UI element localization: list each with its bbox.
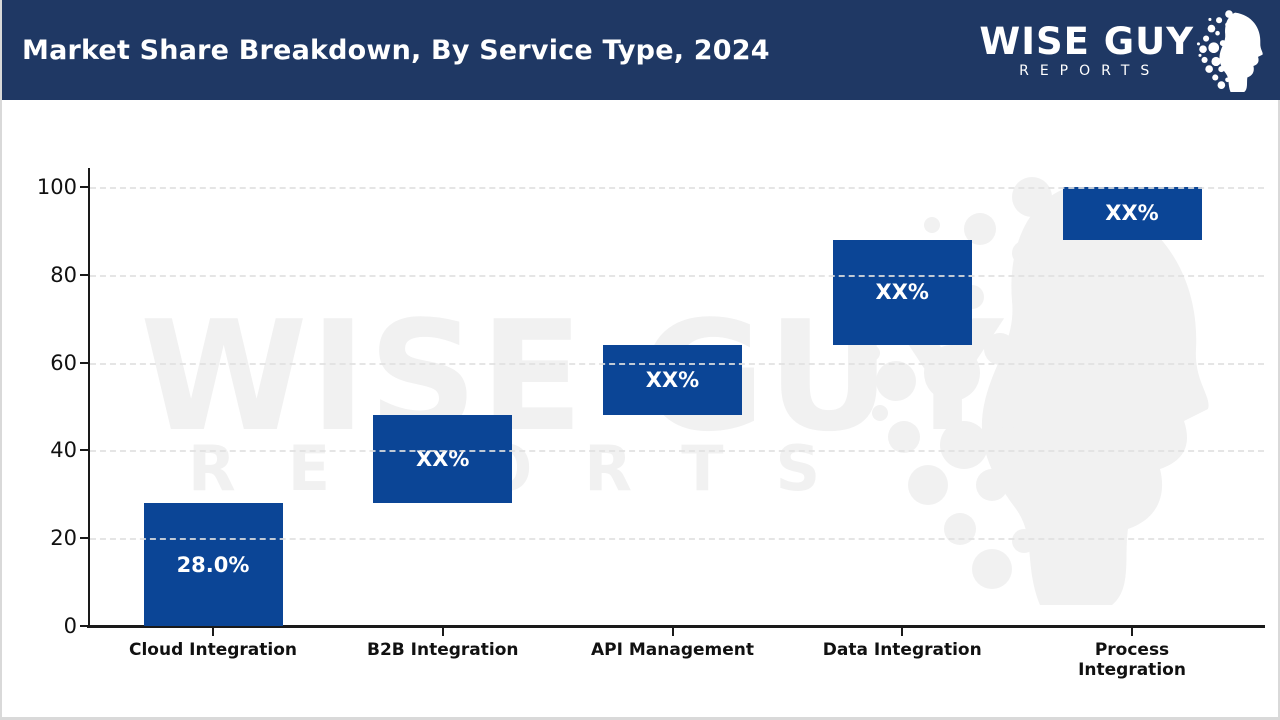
gridline-20	[90, 538, 1264, 541]
bar-api-management: XX%	[603, 345, 742, 416]
y-tick-mark	[80, 449, 89, 452]
x-tick-label-b2b-integration: B2B Integration	[366, 640, 519, 660]
x-tick-mark	[212, 628, 214, 636]
y-tick-mark	[80, 361, 89, 364]
brand-subname: REPORTS	[1019, 62, 1161, 79]
gridline-80	[90, 274, 1264, 277]
y-tick-label-40: 40	[50, 438, 77, 463]
brand-logo-text: WISE GUY REPORTS	[979, 23, 1194, 78]
brand-logo: WISE GUY REPORTS	[979, 8, 1268, 92]
head-profile-icon	[1196, 10, 1263, 92]
bar-b2b-integration: XX%	[373, 415, 513, 504]
watermark-head-icon	[864, 177, 1209, 605]
x-tick-mark	[441, 628, 444, 636]
bar-value-label: XX%	[875, 280, 929, 305]
gridline-40	[90, 450, 1264, 453]
y-tick-label-60: 60	[50, 350, 77, 375]
x-tick-mark	[901, 628, 904, 636]
brand-name: WISE GUY	[979, 19, 1194, 63]
y-tick-label-20: 20	[50, 526, 77, 551]
y-tick-mark	[80, 625, 89, 627]
x-tick-label-cloud-integration: Cloud Integration	[128, 640, 298, 660]
x-tick-mark	[1131, 628, 1133, 636]
y-tick-label-100: 100	[36, 175, 77, 199]
bar-process-integration: XX%	[1062, 187, 1202, 240]
x-tick-mark	[671, 628, 674, 636]
x-tick-label-data-integration: Data Integration	[822, 640, 982, 660]
x-axis-line	[87, 625, 1265, 628]
y-axis-line	[88, 168, 90, 627]
gridline-60	[90, 362, 1264, 365]
x-tick-label-process-integration: Process Integration	[1078, 640, 1186, 681]
y-tick-mark	[80, 186, 89, 188]
y-tick-label-80: 80	[50, 262, 77, 287]
gridline-100	[90, 187, 1264, 189]
header: Market Share Breakdown, By Service Type,…	[2, 0, 1280, 100]
y-tick-label-0: 0	[63, 614, 77, 638]
bar-value-label: XX%	[1105, 201, 1159, 226]
y-tick-mark	[80, 537, 89, 540]
bar-data-integration: XX%	[832, 239, 972, 346]
y-tick-mark	[80, 273, 89, 276]
bar-cloud-integration: 28.0%	[143, 503, 283, 626]
bar-value-label: 28.0%	[176, 552, 250, 577]
page-title: Market Share Breakdown, By Service Type,…	[22, 34, 770, 66]
x-tick-label-api-management: API Management	[591, 640, 754, 660]
bar-value-label: XX%	[645, 368, 700, 393]
